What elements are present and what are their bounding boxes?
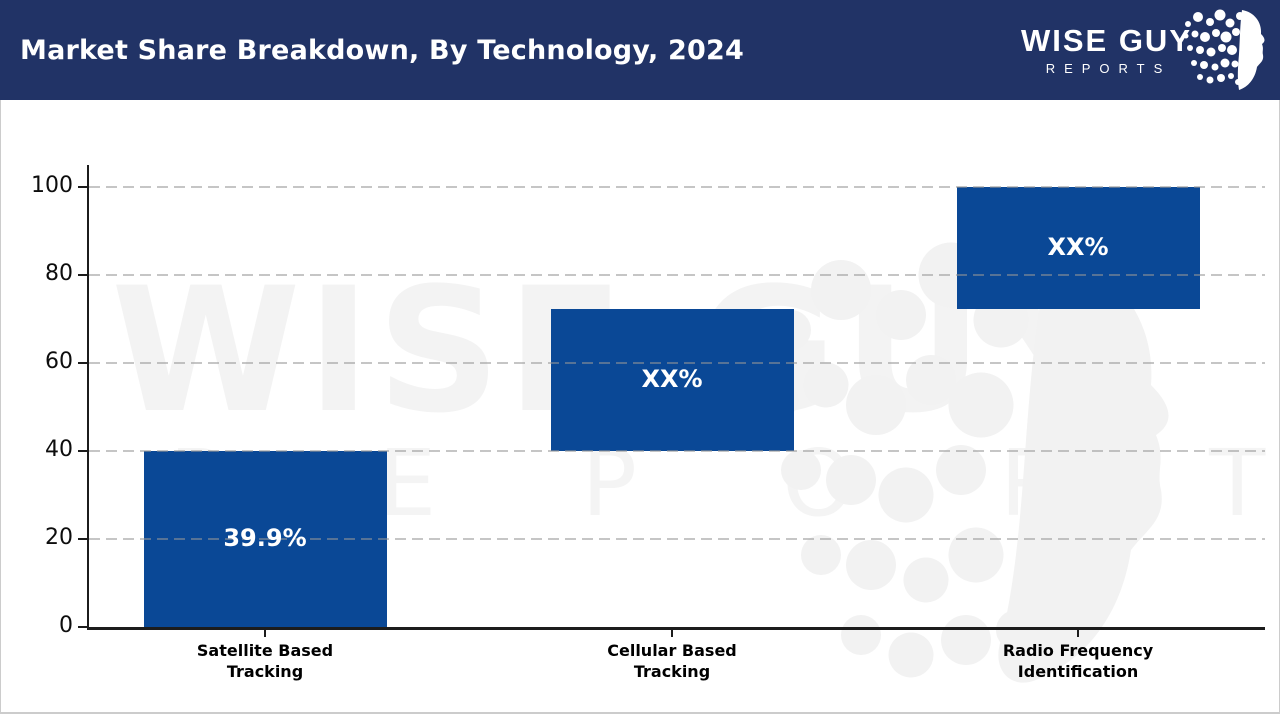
watermark-face-icon bbox=[763, 242, 1169, 683]
y-tick-20 bbox=[78, 537, 89, 541]
y-tick-label-0: 0 bbox=[59, 613, 73, 638]
y-tick-100 bbox=[78, 185, 89, 189]
gridline-80 bbox=[89, 274, 1265, 276]
chart-header: Market Share Breakdown, By Technology, 2… bbox=[0, 0, 1280, 100]
bar-2 bbox=[550, 308, 794, 452]
x-category-label-line: Tracking bbox=[226, 661, 304, 681]
y-tick-80 bbox=[78, 273, 89, 277]
x-axis-spine bbox=[86, 627, 1265, 630]
x-category-label-2: Cellular Based Tracking bbox=[532, 641, 812, 683]
gridline-100 bbox=[89, 186, 1265, 188]
x-tick-3 bbox=[1076, 629, 1080, 637]
logo-face-icon bbox=[1183, 9, 1265, 90]
gridline-40 bbox=[89, 450, 1265, 452]
y-tick-60 bbox=[78, 361, 89, 365]
chart-title: Market Share Breakdown, By Technology, 2… bbox=[20, 34, 745, 66]
x-tick-2 bbox=[670, 629, 674, 637]
x-tick-1 bbox=[263, 629, 267, 637]
y-tick-40 bbox=[78, 449, 89, 453]
x-category-label-line: Radio Frequency bbox=[1002, 641, 1154, 660]
y-tick-label-100: 100 bbox=[31, 173, 73, 198]
y-tick-label-60: 60 bbox=[45, 349, 73, 374]
logo-subtitle: REPORTS bbox=[1045, 61, 1172, 76]
x-category-label-line: Tracking bbox=[633, 661, 711, 681]
wise-guy-logo: WISE GUY REPORTS bbox=[1021, 8, 1266, 92]
logo-text: WISE GUY REPORTS bbox=[1021, 25, 1192, 75]
x-category-label-1: Satellite Based Tracking bbox=[125, 641, 405, 683]
x-category-label-line: Identification bbox=[1017, 661, 1139, 681]
y-tick-label-80: 80 bbox=[45, 261, 73, 286]
gridline-20 bbox=[89, 538, 1265, 540]
y-tick-0 bbox=[78, 625, 89, 629]
logo-wordmark: WISE GUY bbox=[1020, 23, 1192, 58]
bar-value-label-1: 39.9% bbox=[223, 524, 307, 553]
x-category-label-line: Cellular Based bbox=[607, 641, 737, 660]
bar-value-label-2: XX% bbox=[641, 365, 703, 394]
x-category-label-3: Radio Frequency Identification bbox=[938, 641, 1218, 683]
y-axis-spine bbox=[86, 165, 89, 630]
gridline-60 bbox=[89, 362, 1265, 364]
bar-3 bbox=[956, 187, 1200, 309]
bar-value-label-3: XX% bbox=[1047, 232, 1109, 261]
y-tick-label-20: 20 bbox=[45, 525, 73, 550]
plot-area: WISE GUY R E P O R T S 39.9%XX%XX%020406… bbox=[0, 100, 1280, 714]
x-category-label-line: Satellite Based bbox=[196, 641, 334, 660]
y-tick-label-40: 40 bbox=[45, 437, 73, 462]
